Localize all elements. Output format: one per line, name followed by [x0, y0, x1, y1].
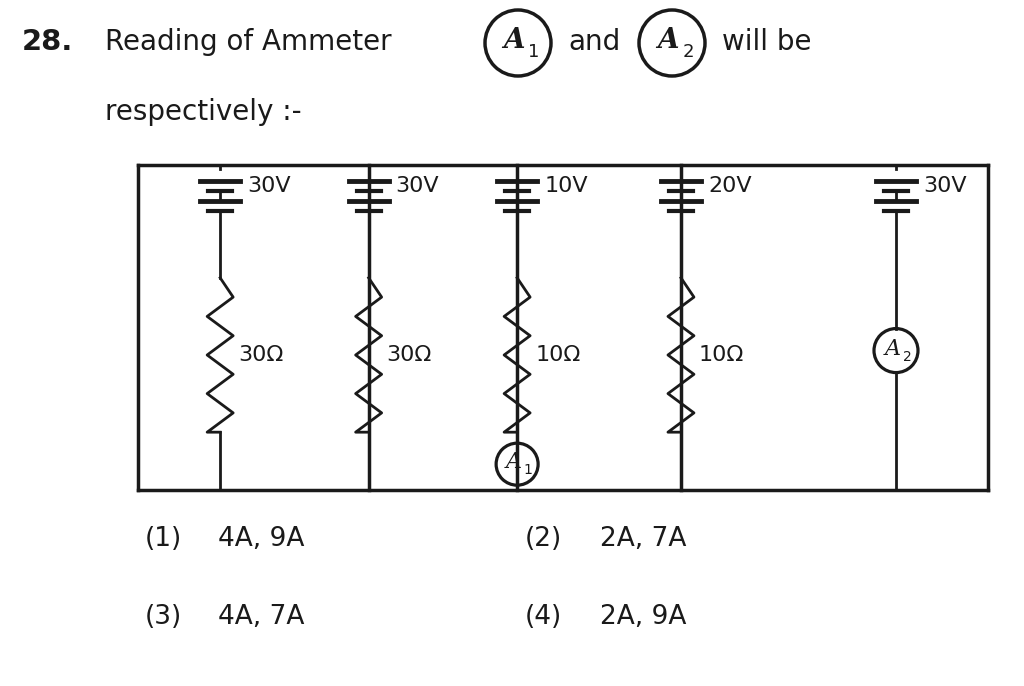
- Text: 30V: 30V: [923, 176, 967, 196]
- Text: 10Ω: 10Ω: [536, 345, 581, 365]
- Text: (3): (3): [145, 604, 182, 630]
- Text: 4A, 7A: 4A, 7A: [218, 604, 304, 630]
- Text: 2A, 9A: 2A, 9A: [600, 604, 686, 630]
- Text: 4A, 9A: 4A, 9A: [218, 526, 304, 552]
- Text: A: A: [885, 338, 901, 359]
- Text: and: and: [568, 28, 621, 56]
- Text: (1): (1): [145, 526, 182, 552]
- Text: 28.: 28.: [22, 28, 74, 56]
- Text: A: A: [503, 27, 524, 54]
- Text: 20V: 20V: [708, 176, 752, 196]
- Text: 2A, 7A: 2A, 7A: [600, 526, 686, 552]
- Text: respectively :-: respectively :-: [105, 98, 302, 126]
- Text: 1: 1: [523, 463, 532, 477]
- Text: 2: 2: [902, 350, 911, 364]
- Text: will be: will be: [722, 28, 811, 56]
- Text: 30Ω: 30Ω: [387, 345, 432, 365]
- Text: (4): (4): [525, 604, 562, 630]
- Text: 30V: 30V: [247, 176, 291, 196]
- Text: 1: 1: [528, 43, 540, 61]
- Text: 30V: 30V: [395, 176, 439, 196]
- Text: (2): (2): [525, 526, 562, 552]
- Text: A: A: [657, 27, 679, 54]
- Text: A: A: [506, 451, 522, 473]
- Text: Reading of Ammeter: Reading of Ammeter: [105, 28, 391, 56]
- Text: 30Ω: 30Ω: [239, 345, 284, 365]
- Text: 10V: 10V: [544, 176, 588, 196]
- Text: 10Ω: 10Ω: [699, 345, 744, 365]
- Text: 2: 2: [682, 43, 693, 61]
